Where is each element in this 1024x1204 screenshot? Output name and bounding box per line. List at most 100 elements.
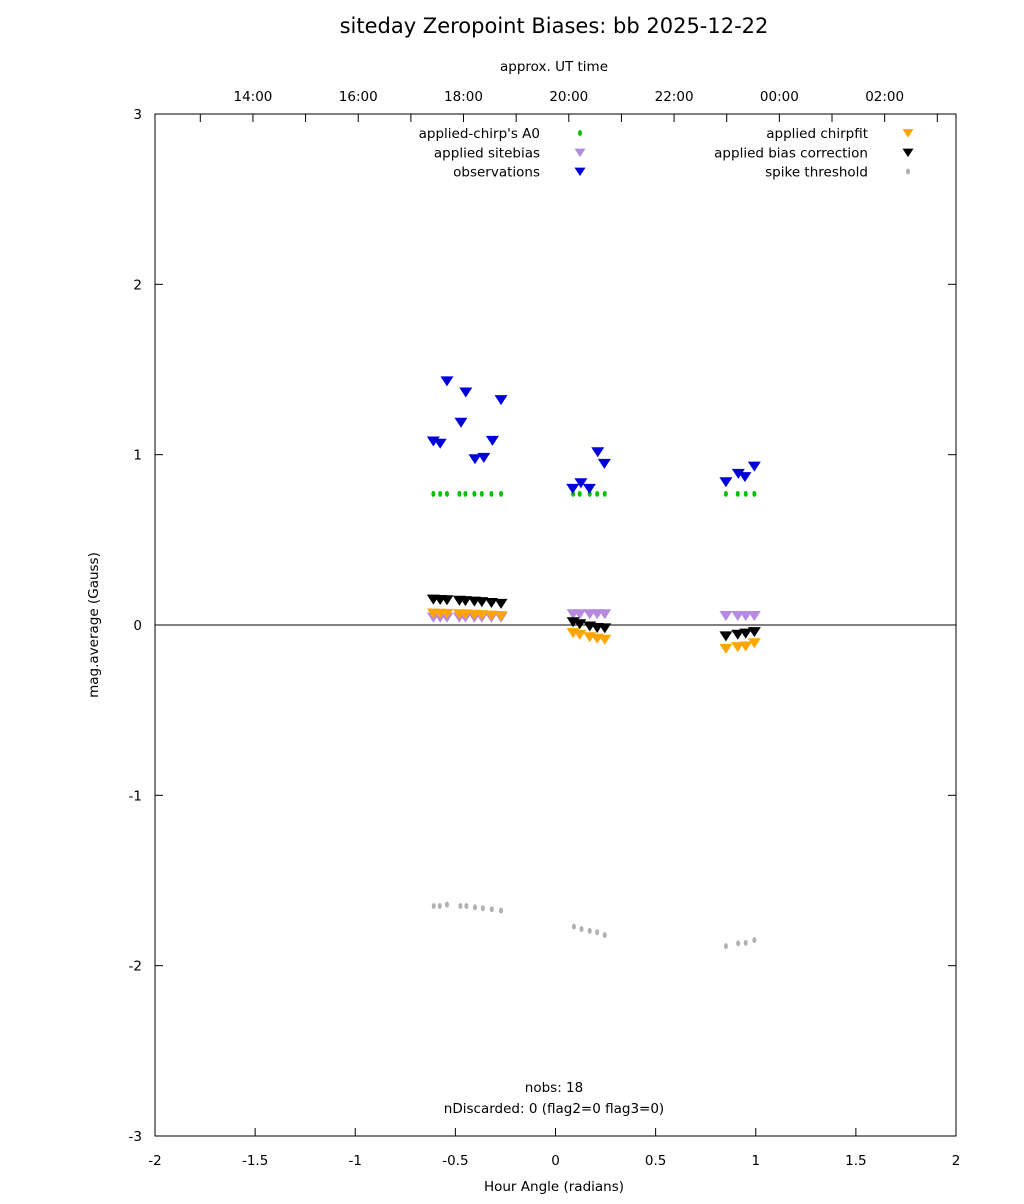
- time-tick-label: 20:00: [549, 89, 588, 105]
- data-point: [582, 483, 596, 494]
- data-point: [743, 939, 748, 946]
- x-tick-label: -1: [349, 1153, 362, 1169]
- x-axis-tick-labels: -2 -1.5 -1 -0.5 0 0.5 1 1.5 2: [148, 1153, 960, 1169]
- data-point: [484, 610, 498, 621]
- data-point: [438, 490, 443, 497]
- data-point: [484, 598, 498, 609]
- y-axis-label: mag.average (Gauss): [86, 552, 102, 698]
- data-point: [431, 903, 436, 910]
- legend-label: observations: [453, 165, 540, 181]
- data-point: [739, 628, 753, 639]
- data-point: [752, 937, 757, 944]
- data-point: [736, 940, 741, 947]
- data-point: [499, 907, 504, 914]
- data-point: [598, 634, 612, 645]
- data-point: [489, 490, 494, 497]
- data-point: [719, 631, 733, 642]
- data-point: [731, 642, 745, 653]
- data-point: [463, 490, 468, 497]
- data-point: [459, 387, 473, 398]
- data-point: [738, 472, 752, 483]
- data-point: [602, 932, 607, 939]
- y-tick-label: -1: [129, 788, 142, 804]
- x-tick-label: -0.5: [442, 1153, 468, 1169]
- y-axis-tick-labels: -3 -2 -1 0 1 2 3: [129, 107, 142, 1145]
- x-tick-label: -1.5: [242, 1153, 268, 1169]
- data-point: [602, 490, 607, 497]
- data-point: [747, 627, 761, 638]
- data-point: [440, 376, 454, 387]
- data-point: [573, 619, 587, 630]
- series-observations: [426, 376, 761, 494]
- data-points-layer: [426, 376, 761, 950]
- data-point: [468, 454, 482, 465]
- data-point: [475, 597, 489, 608]
- axes-layer: [154, 113, 957, 1137]
- y-tick-label: 3: [133, 107, 142, 123]
- legend-marker-triangle-down-icon: [574, 167, 586, 177]
- data-point: [485, 435, 499, 446]
- data-point: [587, 927, 592, 934]
- legend: applied-chirp's A0 applied sitebias observ…: [419, 126, 914, 181]
- legend-label: applied chirpfit: [766, 126, 868, 142]
- legend-marker-triangle-down-icon: [902, 148, 914, 158]
- time-tick-label: 18:00: [444, 89, 483, 105]
- data-point: [723, 943, 728, 950]
- data-point: [494, 395, 508, 406]
- data-point: [752, 490, 757, 497]
- chart-title: siteday Zeropoint Biases: bb 2025-12-22: [340, 14, 769, 38]
- data-point: [440, 608, 454, 619]
- time-tick-label: 22:00: [655, 89, 694, 105]
- ndiscarded-annotation: nDiscarded: 0 (flag2=0 flag3=0): [444, 1101, 664, 1117]
- y-tick-label: -2: [129, 959, 142, 975]
- y-tick-label: 2: [133, 277, 142, 293]
- series-applied-chirp-s-a0: [431, 490, 757, 497]
- y-tick-label: 1: [133, 448, 142, 464]
- data-point: [577, 490, 582, 497]
- legend-marker-dot-icon: [578, 130, 582, 136]
- data-point: [475, 610, 489, 621]
- data-point: [719, 477, 733, 488]
- legend-label: spike threshold: [765, 165, 868, 181]
- time-tick-label: 02:00: [865, 89, 904, 105]
- data-point: [595, 929, 600, 936]
- time-tick-label: 16:00: [339, 89, 378, 105]
- data-point: [591, 447, 605, 458]
- data-point: [472, 904, 477, 911]
- data-point: [743, 490, 748, 497]
- data-point: [457, 490, 462, 497]
- y-tick-label: 0: [133, 618, 142, 634]
- data-point: [739, 641, 753, 652]
- data-point: [719, 610, 733, 621]
- data-point: [494, 611, 508, 622]
- top-axis-label: approx. UT time: [500, 59, 608, 75]
- data-point: [437, 903, 442, 910]
- time-tick-label: 00:00: [760, 89, 799, 105]
- data-point: [444, 901, 449, 908]
- top-axis-tick-labels: 14:00 16:00 18:00 20:00 22:00 00:00 02:00: [233, 89, 904, 105]
- data-point: [458, 609, 472, 620]
- data-point: [494, 598, 508, 609]
- legend-marker-dot-icon: [906, 168, 910, 175]
- data-point: [499, 490, 504, 497]
- data-point: [489, 906, 494, 913]
- data-point: [747, 638, 761, 649]
- data-point: [431, 490, 436, 497]
- legend-label: applied sitebias: [434, 146, 540, 162]
- legend-label: applied-chirp's A0: [419, 126, 540, 142]
- data-point: [739, 610, 753, 621]
- series-applied-bias-correction: [426, 594, 761, 642]
- data-point: [731, 629, 745, 640]
- data-point: [464, 903, 469, 910]
- data-point: [598, 609, 612, 620]
- data-point: [571, 923, 576, 930]
- data-point: [458, 903, 463, 910]
- data-point: [579, 926, 584, 933]
- legend-marker-triangle-down-icon: [574, 148, 586, 158]
- series-applied-chirpfit: [426, 608, 761, 654]
- data-point: [719, 643, 733, 654]
- data-point: [597, 458, 611, 469]
- data-point: [573, 629, 587, 640]
